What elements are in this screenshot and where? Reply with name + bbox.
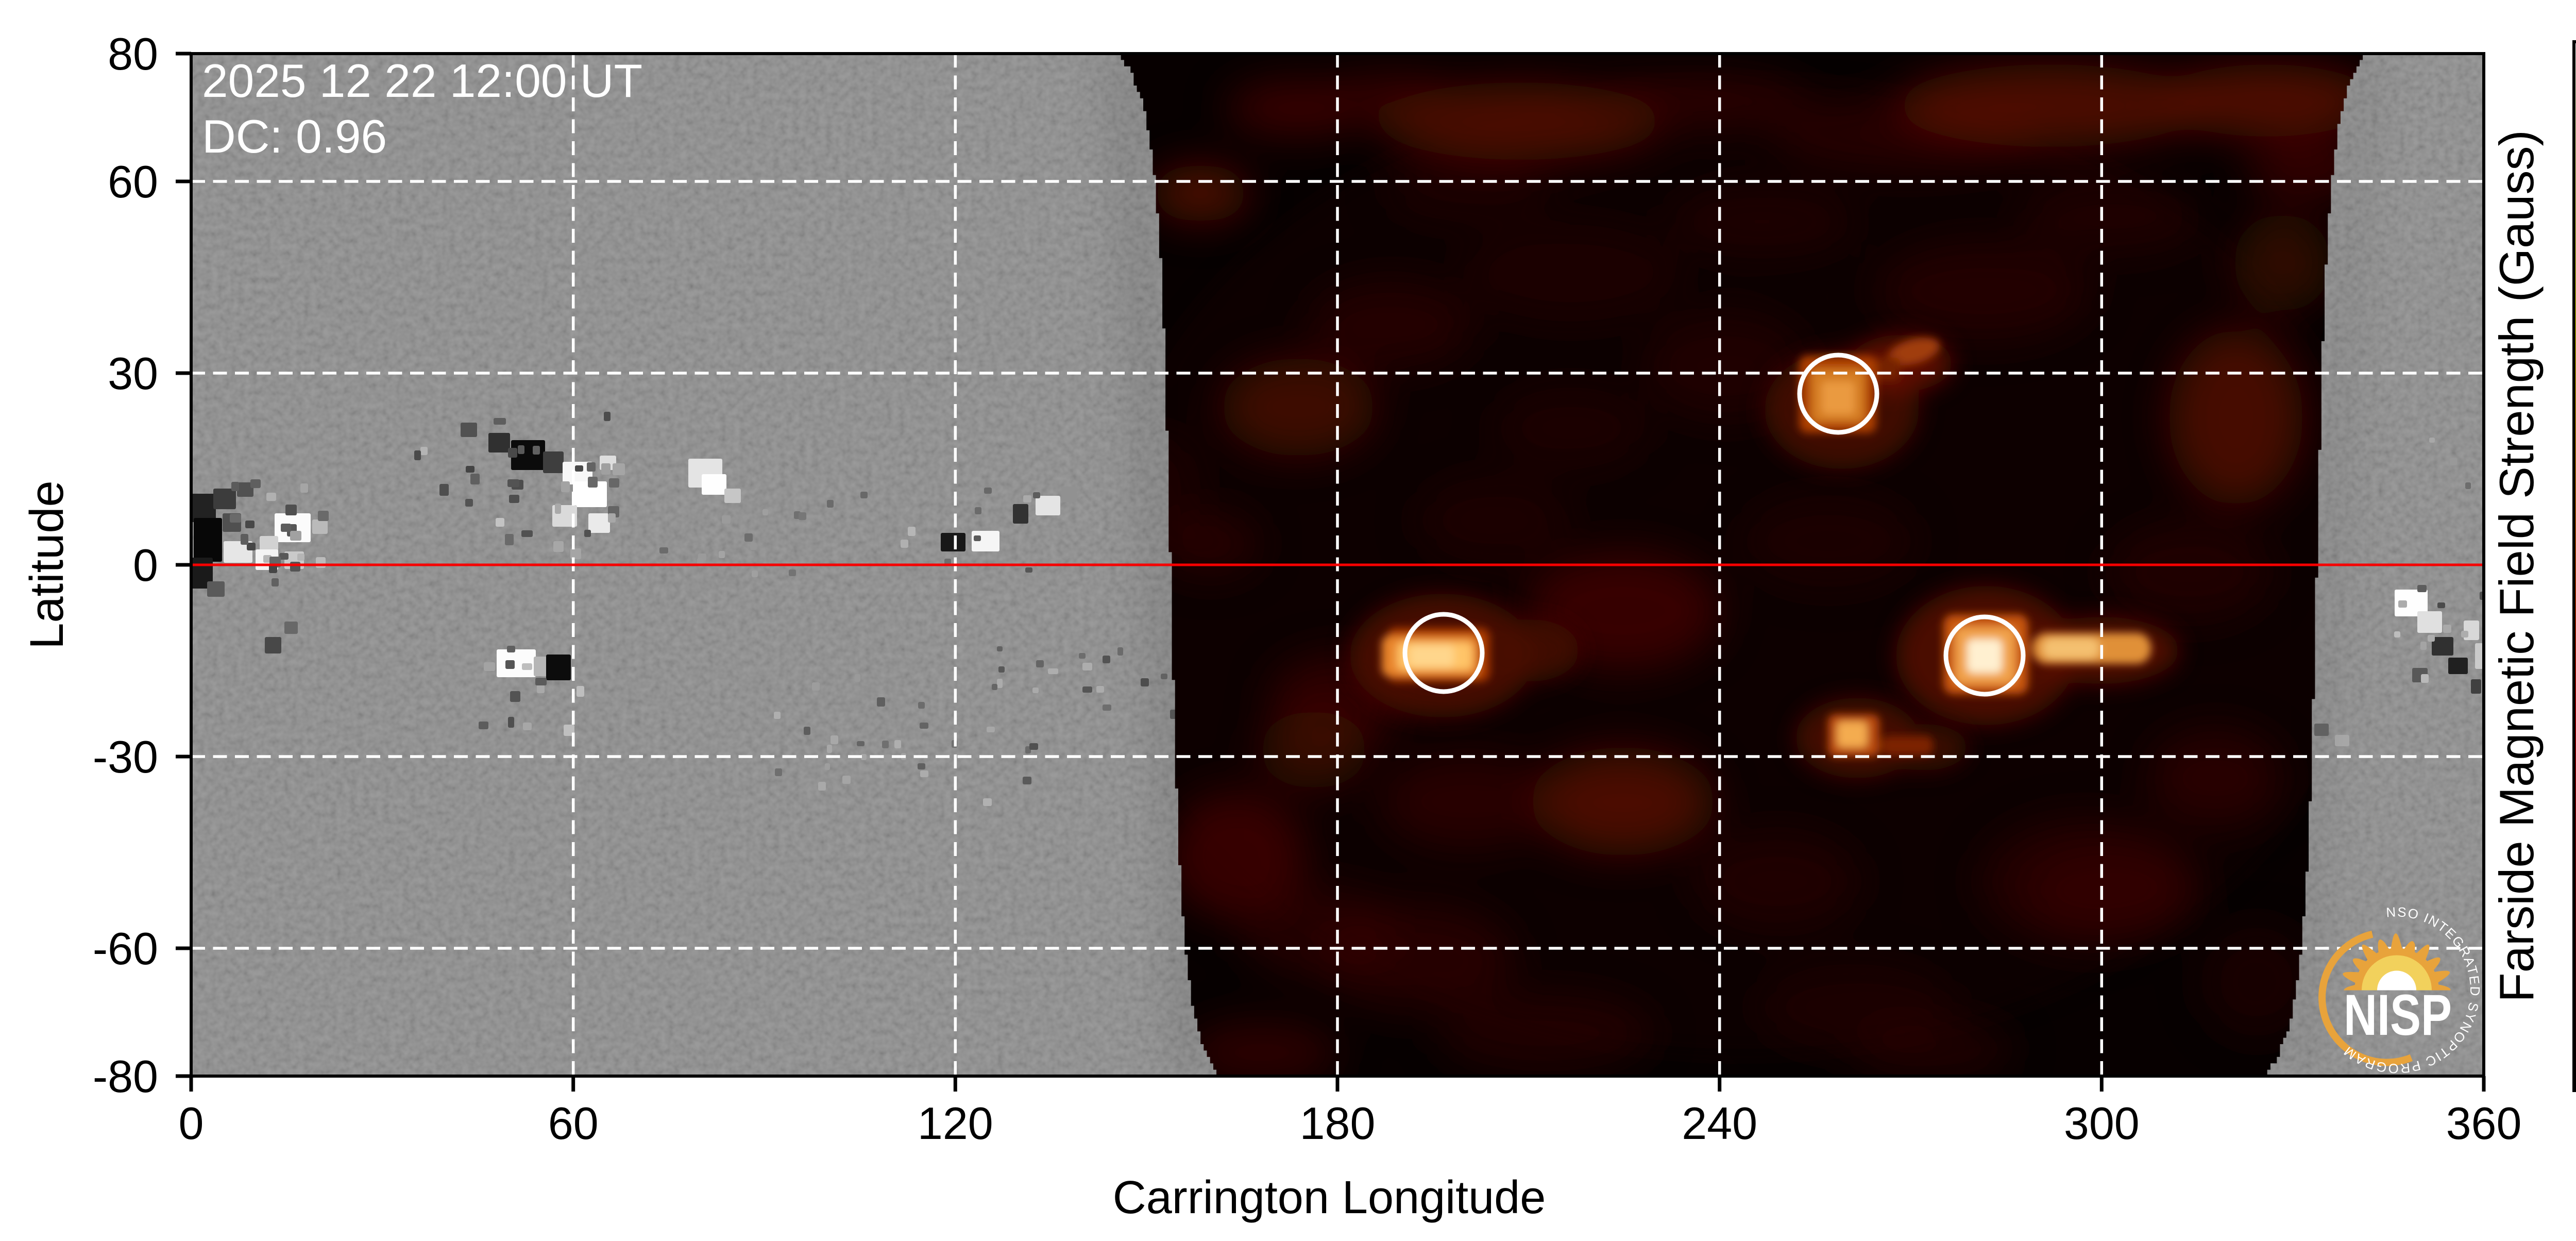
svg-text:0: 0 xyxy=(179,1098,204,1149)
svg-text:300: 300 xyxy=(2064,1098,2140,1149)
svg-text:DC: 0.96: DC: 0.96 xyxy=(202,111,387,163)
svg-text:240: 240 xyxy=(1682,1098,1757,1149)
svg-text:30: 30 xyxy=(108,348,158,399)
svg-text:180: 180 xyxy=(1300,1098,1376,1149)
svg-text:Carrington Longitude: Carrington Longitude xyxy=(1113,1172,1546,1223)
svg-text:120: 120 xyxy=(918,1098,993,1149)
svg-text:0: 0 xyxy=(133,540,158,591)
svg-text:-60: -60 xyxy=(93,923,158,974)
svg-text:Latitude: Latitude xyxy=(21,480,73,649)
svg-text:-30: -30 xyxy=(93,731,158,782)
svg-text:NISP: NISP xyxy=(2344,983,2452,1047)
svg-text:Farside Magnetic Field Strengt: Farside Magnetic Field Strength (Gauss) xyxy=(2489,130,2544,1002)
svg-text:360: 360 xyxy=(2446,1098,2522,1149)
svg-text:-80: -80 xyxy=(93,1051,158,1102)
svg-text:80: 80 xyxy=(108,28,158,79)
svg-text:60: 60 xyxy=(108,156,158,207)
svg-text:60: 60 xyxy=(548,1098,599,1149)
svg-text:2025 12 22 12:00 UT: 2025 12 22 12:00 UT xyxy=(202,55,642,107)
